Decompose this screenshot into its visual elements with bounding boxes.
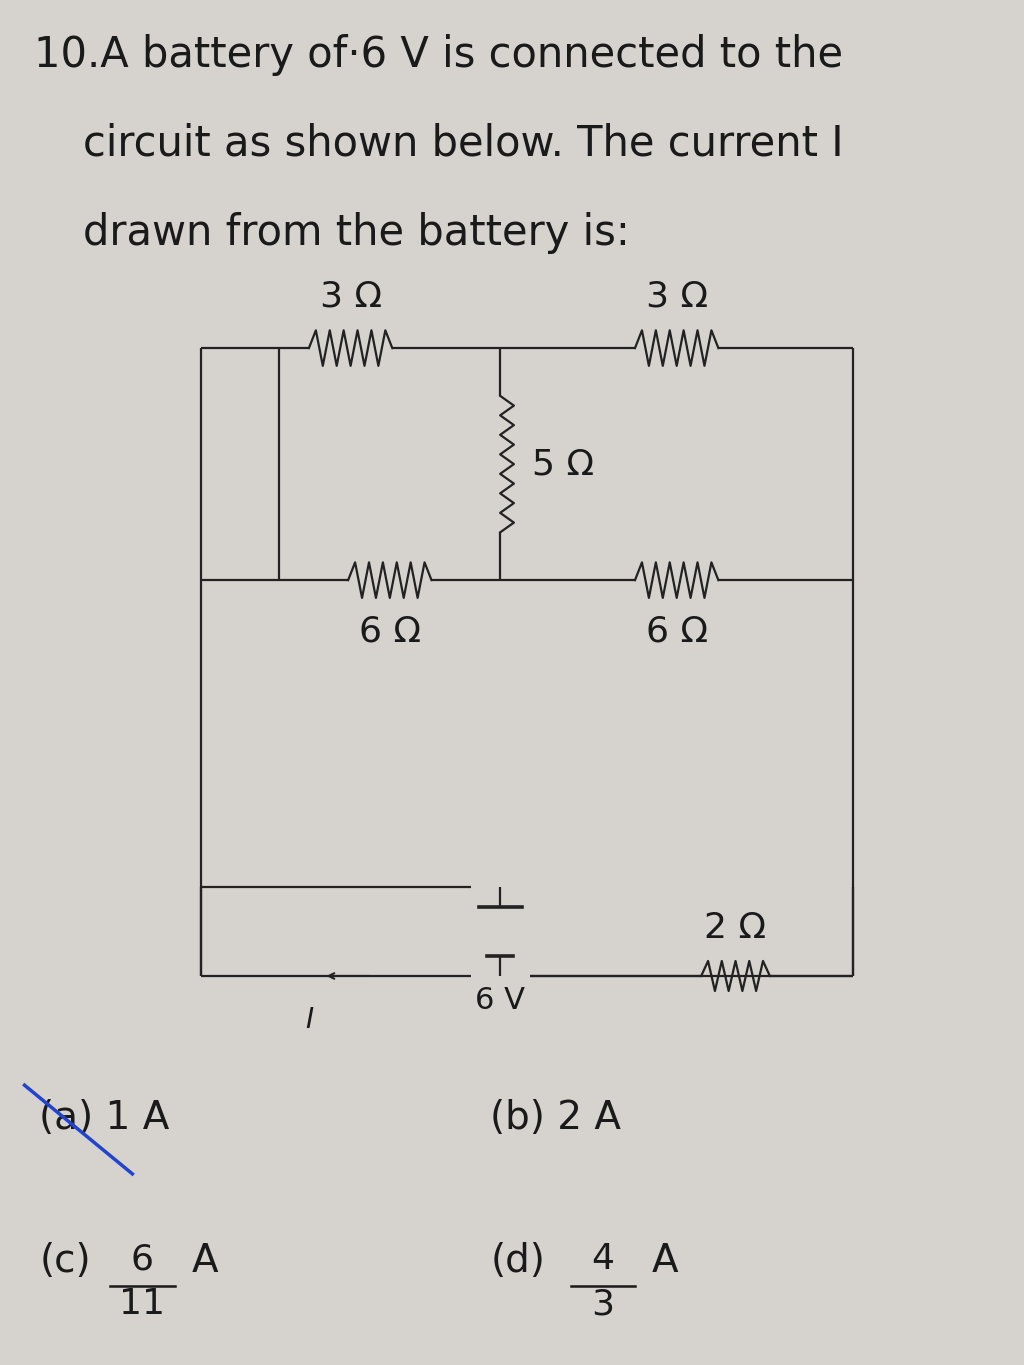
Text: 11: 11 [119,1287,165,1321]
Text: 3 Ω: 3 Ω [319,280,382,314]
Text: 6: 6 [131,1242,154,1276]
Text: (a) 1 A: (a) 1 A [39,1099,170,1137]
Text: A: A [652,1242,679,1280]
Text: 5 Ω: 5 Ω [531,448,594,480]
Text: drawn from the battery is:: drawn from the battery is: [83,212,630,254]
Text: 6 Ω: 6 Ω [645,614,708,648]
Text: 4: 4 [592,1242,614,1276]
Text: 6 Ω: 6 Ω [358,614,421,648]
Text: (b) 2 A: (b) 2 A [490,1099,622,1137]
Text: 3 Ω: 3 Ω [645,280,708,314]
Text: circuit as shown below. The current I: circuit as shown below. The current I [83,123,844,165]
Text: 6 V: 6 V [475,986,525,1016]
Text: 3: 3 [592,1287,614,1321]
Text: A: A [191,1242,218,1280]
Text: 10.A battery of·6 V is connected to the: 10.A battery of·6 V is connected to the [35,34,844,76]
Text: (c): (c) [39,1242,91,1280]
Text: 2 Ω: 2 Ω [705,910,767,945]
Text: (d): (d) [490,1242,545,1280]
Text: I: I [305,1006,313,1035]
